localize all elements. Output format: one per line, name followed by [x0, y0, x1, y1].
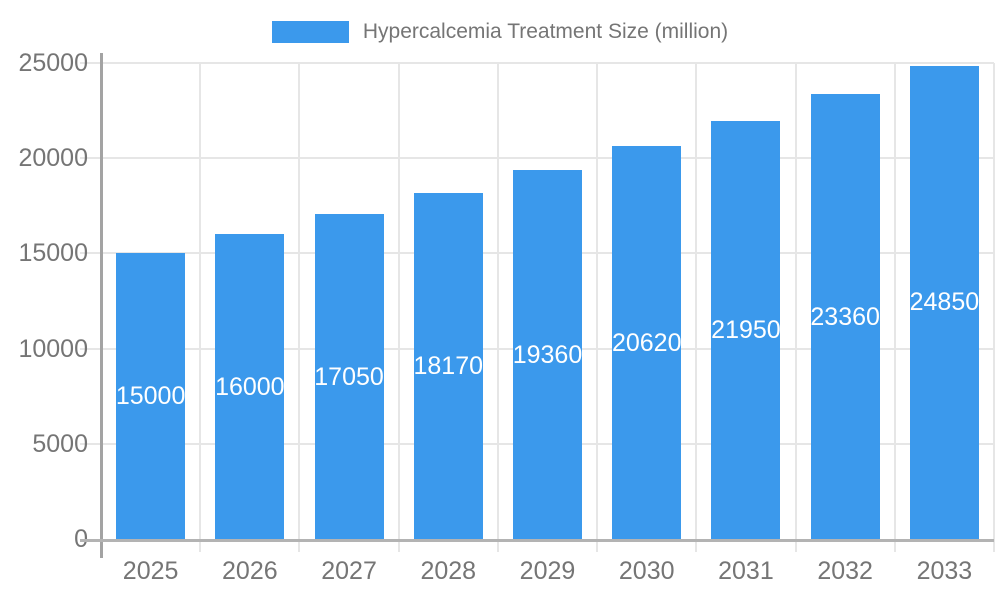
x-axis-tick-label: 2029 — [519, 557, 576, 585]
y-axis-tick-label: 20000 — [18, 144, 88, 173]
bar-value-label: 20620 — [611, 328, 682, 357]
bar-value-label: 21950 — [711, 316, 781, 345]
x-axis-tick-label: 2025 — [122, 557, 179, 585]
x-axis-line — [80, 538, 994, 542]
y-axis-tick-label: 15000 — [18, 239, 88, 268]
bar — [909, 65, 979, 539]
bar-value-label: 15000 — [115, 382, 186, 411]
bar — [413, 193, 483, 539]
y-axis-tick-label: 5000 — [32, 429, 88, 458]
v-gridline — [496, 63, 499, 552]
bar-value-label: 23360 — [810, 302, 880, 331]
x-axis-tick-label: 2031 — [718, 557, 774, 585]
bar-value-label: 19360 — [512, 340, 583, 369]
x-axis-tick-label: 2028 — [420, 557, 477, 585]
h-gridline — [80, 62, 994, 64]
bar — [513, 170, 582, 539]
bar — [711, 121, 781, 539]
v-gridline — [993, 63, 995, 552]
bar — [314, 214, 384, 539]
bar-value-label: 24850 — [909, 288, 980, 317]
x-axis-tick-label: 2032 — [817, 557, 873, 585]
y-axis-line — [100, 53, 103, 558]
x-axis-tick-label: 2027 — [321, 557, 377, 585]
v-gridline — [893, 63, 896, 552]
legend: Hypercalcemia Treatment Size (million) — [0, 20, 1000, 44]
y-axis-tick-label: 0 — [0, 524, 88, 554]
v-gridline — [596, 63, 599, 552]
v-gridline — [695, 63, 698, 552]
bar — [116, 253, 186, 539]
x-axis-tick-label: 2030 — [618, 557, 675, 585]
legend-label: Hypercalcemia Treatment Size (million) — [362, 20, 729, 43]
h-gridline — [80, 157, 994, 160]
bar-value-label: 17050 — [314, 362, 384, 391]
y-axis-tick-label: 25000 — [18, 49, 88, 77]
bar — [612, 146, 682, 539]
bar — [810, 94, 880, 539]
bar-value-label: 18170 — [413, 352, 484, 381]
y-axis-tick-label: 10000 — [18, 334, 88, 363]
bar-value-label: 16000 — [215, 372, 285, 401]
v-gridline — [397, 63, 400, 552]
x-axis-tick-label: 2033 — [916, 557, 973, 585]
legend-swatch — [271, 21, 349, 43]
bar — [215, 234, 285, 539]
v-gridline — [199, 63, 202, 552]
x-axis-tick-label: 2026 — [222, 557, 278, 585]
v-gridline — [794, 63, 797, 552]
v-gridline — [298, 63, 301, 552]
